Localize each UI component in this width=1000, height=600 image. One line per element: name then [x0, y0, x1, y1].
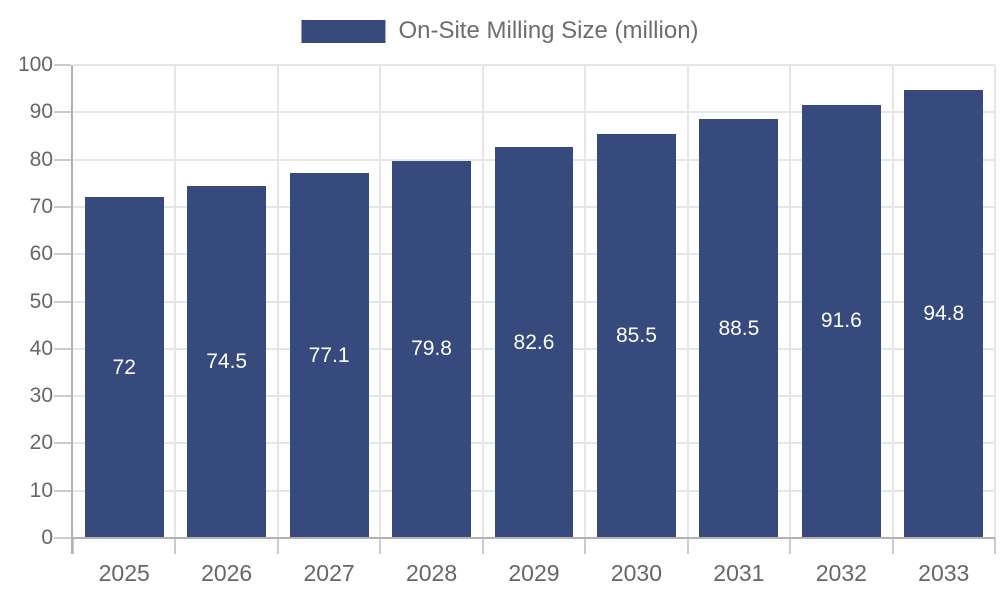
x-gridline: [481, 65, 484, 538]
bar: [904, 89, 984, 538]
x-axis-tick-label: 2032: [815, 560, 867, 586]
x-tick: [994, 538, 996, 554]
x-gridline: [994, 65, 996, 538]
y-axis-tick-label: 80: [29, 147, 53, 171]
x-gridline: [891, 65, 894, 538]
y-tick: [54, 300, 71, 303]
bar: [392, 160, 471, 538]
bar: [84, 197, 164, 538]
y-axis-tick-label: 50: [29, 289, 53, 313]
x-tick: [891, 538, 894, 554]
bar: [289, 173, 369, 538]
x-axis-tick-label: 2030: [610, 560, 663, 586]
x-axis-tick-label: 2027: [303, 560, 355, 586]
y-axis-tick-label: 60: [29, 242, 53, 266]
bar-value-label: 82.6: [513, 330, 555, 354]
x-gridline: [379, 65, 382, 538]
x-axis-tick-label: 2029: [508, 560, 560, 586]
y-tick: [54, 537, 71, 539]
x-tick: [789, 538, 792, 554]
y-tick: [54, 158, 71, 161]
bar: [699, 119, 779, 538]
x-tick: [72, 538, 74, 554]
y-tick: [54, 253, 71, 256]
bar: [494, 147, 574, 538]
bar: [187, 185, 267, 538]
x-axis-tick-label: 2025: [98, 560, 150, 586]
bar-value-label: 85.5: [616, 323, 657, 347]
x-tick: [379, 538, 382, 554]
x-gridline: [686, 65, 689, 538]
bar-value-label: 88.5: [718, 316, 760, 340]
y-axis-tick-label: 40: [29, 336, 53, 360]
y-axis-tick-label: 100: [17, 53, 53, 76]
legend-swatch: [301, 19, 386, 43]
y-axis-tick-label: 20: [29, 431, 53, 455]
x-tick: [584, 538, 587, 554]
x-tick: [174, 538, 177, 554]
bar-value-label: 79.8: [411, 337, 452, 361]
y-tick: [54, 395, 71, 398]
legend: On-Site Milling Size (million): [301, 17, 699, 45]
y-axis-tick-label: 90: [29, 100, 53, 124]
y-tick: [54, 489, 71, 492]
bar-value-label: 74.5: [206, 349, 248, 373]
x-tick: [481, 538, 484, 554]
y-tick: [54, 347, 71, 350]
y-gridline: [73, 111, 995, 114]
y-axis-line: [71, 65, 73, 554]
y-axis-tick-label: 70: [29, 194, 53, 218]
x-tick: [276, 538, 279, 554]
x-tick: [686, 538, 689, 554]
y-gridline: [73, 64, 995, 66]
x-gridline: [584, 65, 587, 538]
bar: [597, 133, 676, 538]
bar: [801, 104, 881, 538]
y-axis-tick-label: 10: [29, 478, 53, 502]
y-tick: [54, 205, 71, 208]
plot-area: 0 10 20 30 40 50 60 70 80 90 100 72 2025 74.5 2026 77.1…: [18, 53, 996, 586]
y-tick: [54, 442, 71, 445]
x-gridline: [276, 65, 279, 538]
bar-value-label: 72: [112, 355, 136, 379]
bar-value-label: 77.1: [308, 343, 350, 367]
x-axis-line: [71, 537, 995, 539]
bar-value-label: 94.8: [923, 301, 965, 325]
x-gridline: [789, 65, 792, 538]
x-gridline: [174, 65, 177, 538]
legend-label: On-Site Milling Size (million): [398, 17, 699, 44]
bar-value-label: 91.6: [820, 309, 862, 333]
y-axis-tick-label: 0: [41, 526, 53, 549]
x-axis-tick-label: 2028: [405, 560, 458, 586]
x-axis-tick-label: 2033: [918, 560, 970, 586]
y-tick: [54, 111, 71, 114]
y-axis-tick-label: 30: [29, 384, 53, 408]
y-tick: [54, 64, 71, 66]
x-axis-tick-label: 2026: [201, 560, 253, 586]
x-axis-tick-label: 2031: [713, 560, 765, 586]
